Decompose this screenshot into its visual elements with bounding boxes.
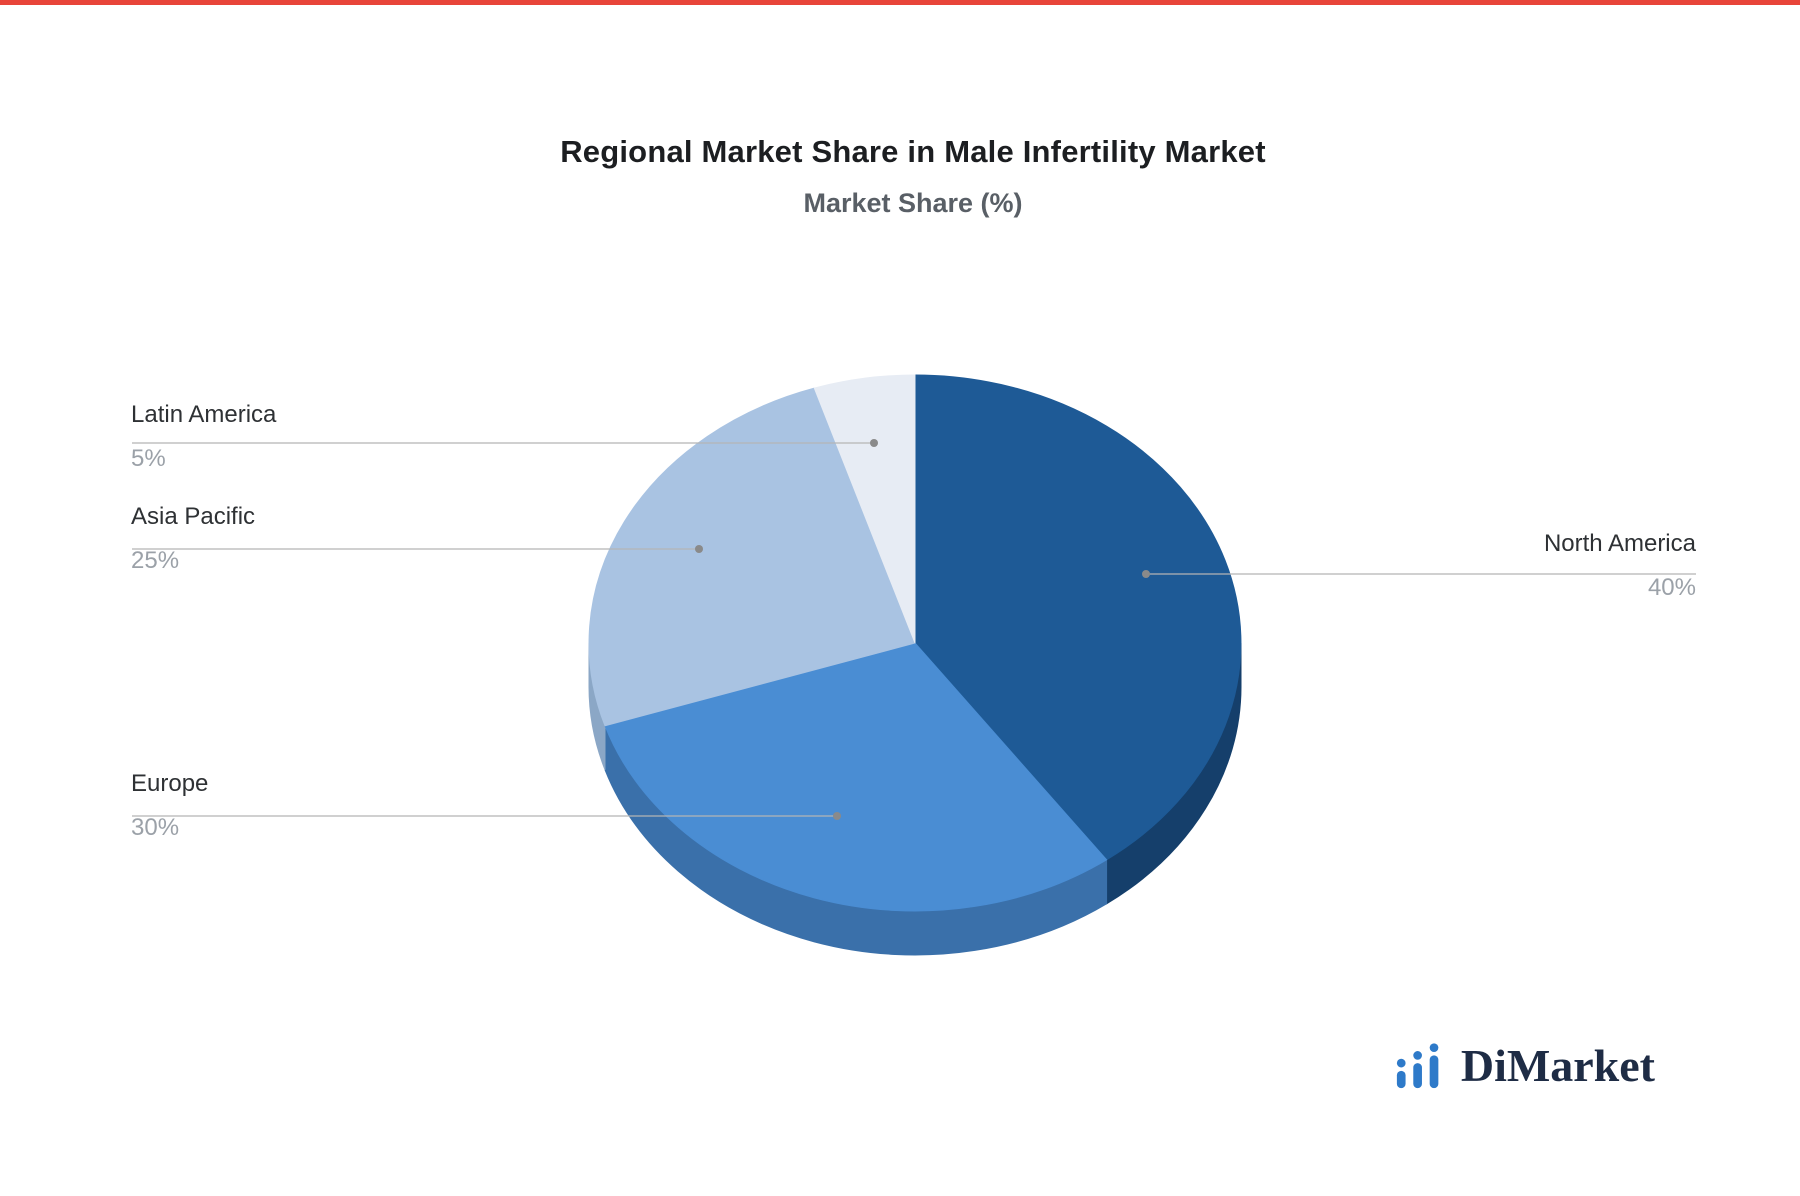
bar-chart-icon	[1396, 1043, 1439, 1089]
slice-label-europe: Europe 30%	[131, 770, 208, 842]
brand-logo: DiMarket	[1394, 1038, 1655, 1094]
slice-label-north-america: North America 40%	[1544, 530, 1696, 602]
top-accent-strip	[0, 0, 1800, 5]
chart-subtitle: Market Share (%)	[803, 188, 1023, 218]
slice-label-name: Latin America	[131, 401, 277, 428]
slice-label-value: 5%	[131, 445, 166, 472]
leader-line-asia-pacific	[132, 545, 703, 553]
slice-label-name: North America	[1543, 530, 1696, 557]
slice-label-value: 25%	[131, 547, 180, 574]
leader-line-latin-america	[132, 439, 878, 447]
slice-label-asia-pacific: Asia Pacific 25%	[131, 503, 255, 575]
leader-line-north-america	[1142, 570, 1696, 578]
slice-label-latin-america: Latin America 5%	[131, 401, 276, 473]
slice-label-value: 30%	[131, 814, 180, 841]
pie-slice-latin-america	[813, 374, 916, 644]
pie-slice-europe	[604, 642, 1108, 912]
slice-label-name: Europe	[131, 770, 209, 797]
slice-label-value: 40%	[1647, 574, 1696, 601]
brand-logo-text: DiMarket	[1460, 1040, 1655, 1091]
pie-slice-asia-pacific	[588, 387, 916, 727]
leader-line-europe	[132, 812, 841, 820]
pie-slice-north-america	[914, 374, 1242, 861]
slice-label-name: Asia Pacific	[131, 503, 256, 530]
chart-title: Regional Market Share in Male Infertilit…	[560, 134, 1266, 169]
